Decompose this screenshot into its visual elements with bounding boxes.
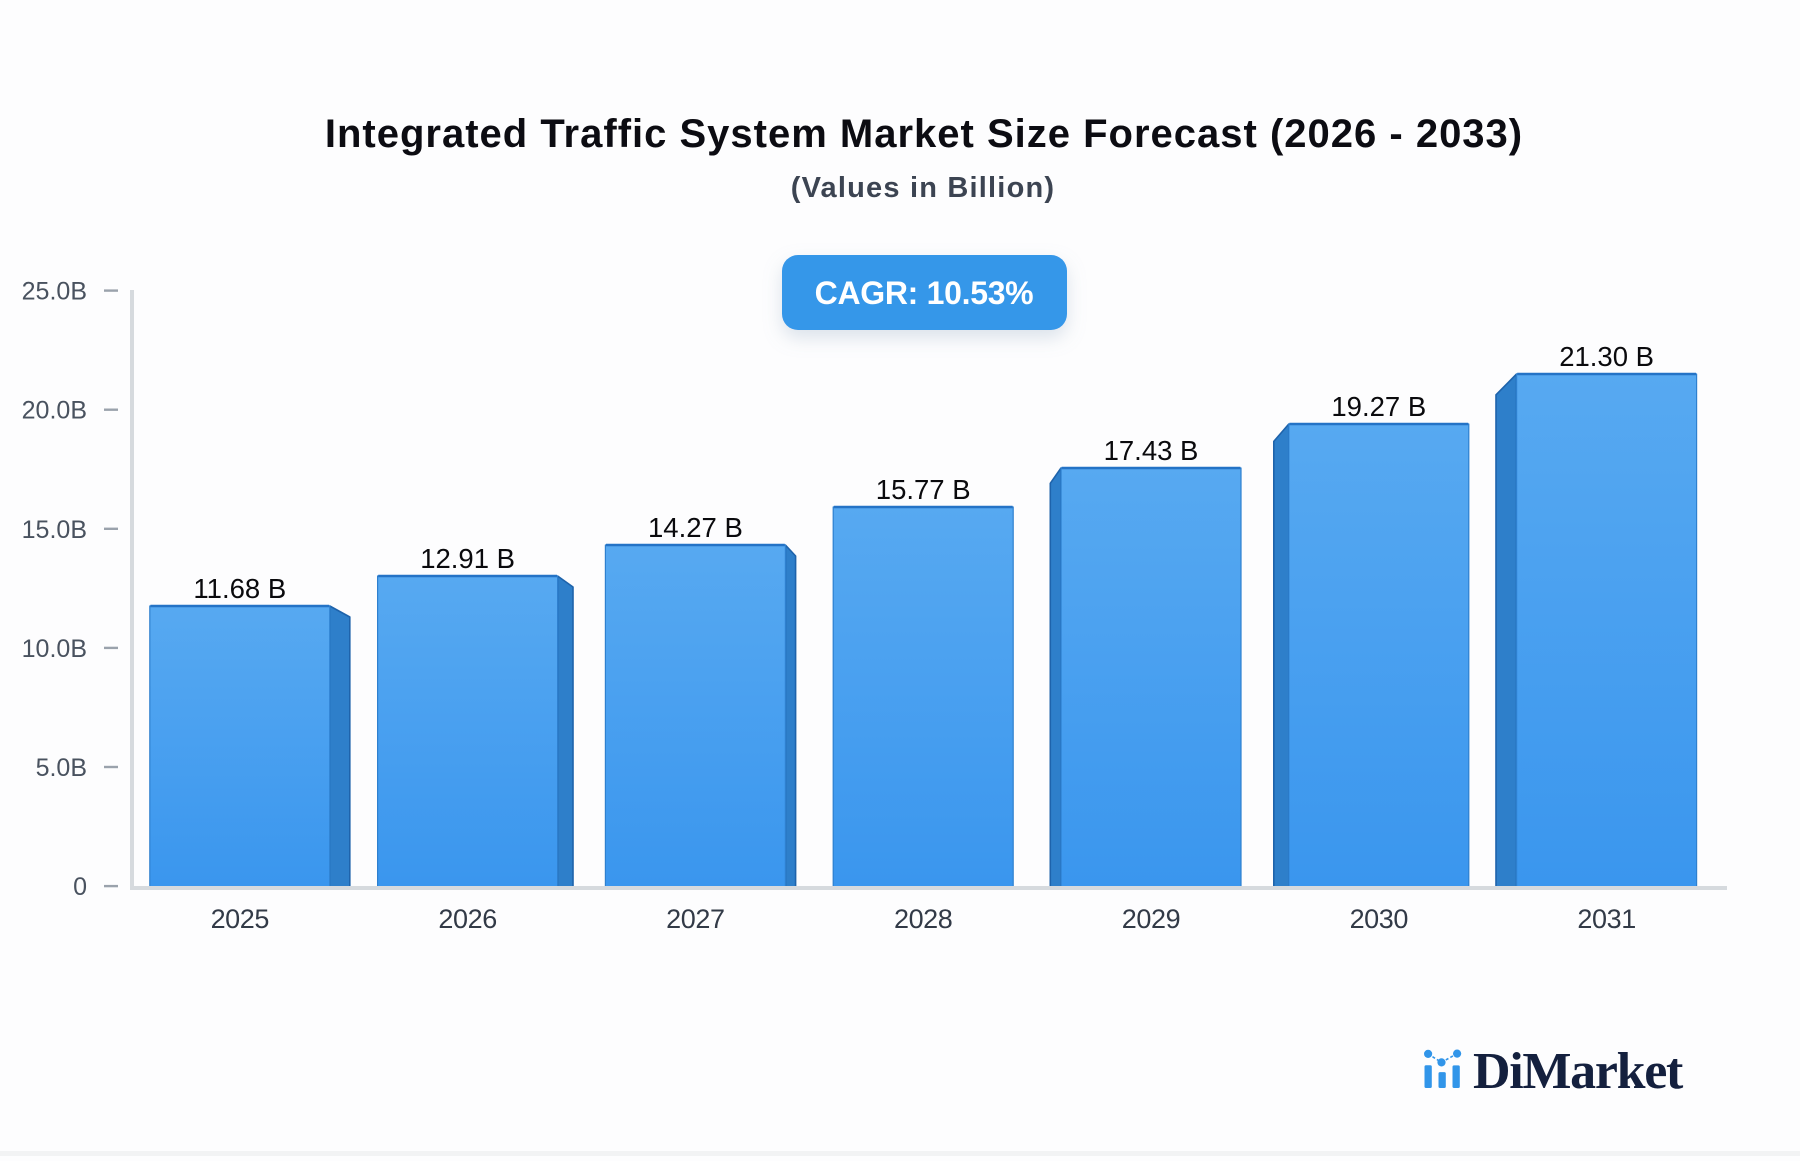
- svg-text:19.27 B: 19.27 B: [1331, 391, 1426, 422]
- svg-text:12.91 B: 12.91 B: [420, 543, 515, 574]
- svg-text:2030: 2030: [1350, 904, 1408, 934]
- svg-text:20.0B: 20.0B: [22, 397, 87, 425]
- svg-text:15.0B: 15.0B: [22, 516, 87, 544]
- svg-text:DiMarket: DiMarket: [1473, 1043, 1684, 1100]
- svg-text:2026: 2026: [438, 904, 496, 934]
- svg-text:2025: 2025: [211, 904, 269, 934]
- svg-text:CAGR: 10.53%: CAGR: 10.53%: [815, 275, 1034, 311]
- svg-text:5.0B: 5.0B: [36, 754, 87, 782]
- svg-text:(Values in Billion): (Values in Billion): [791, 172, 1056, 204]
- svg-text:2028: 2028: [894, 904, 952, 934]
- svg-text:17.43 B: 17.43 B: [1104, 435, 1199, 466]
- svg-text:Integrated Traffic System Mark: Integrated Traffic System Market Size Fo…: [325, 112, 1523, 156]
- svg-text:15.77 B: 15.77 B: [876, 474, 971, 505]
- svg-text:2027: 2027: [666, 904, 724, 934]
- svg-text:25.0B: 25.0B: [22, 278, 87, 306]
- svg-text:14.27 B: 14.27 B: [648, 512, 743, 543]
- svg-text:21.30 B: 21.30 B: [1559, 341, 1654, 372]
- svg-text:2029: 2029: [1122, 904, 1180, 934]
- svg-text:0: 0: [73, 873, 87, 901]
- svg-text:10.0B: 10.0B: [22, 635, 87, 663]
- svg-text:11.68 B: 11.68 B: [193, 573, 286, 604]
- svg-text:2031: 2031: [1577, 904, 1635, 934]
